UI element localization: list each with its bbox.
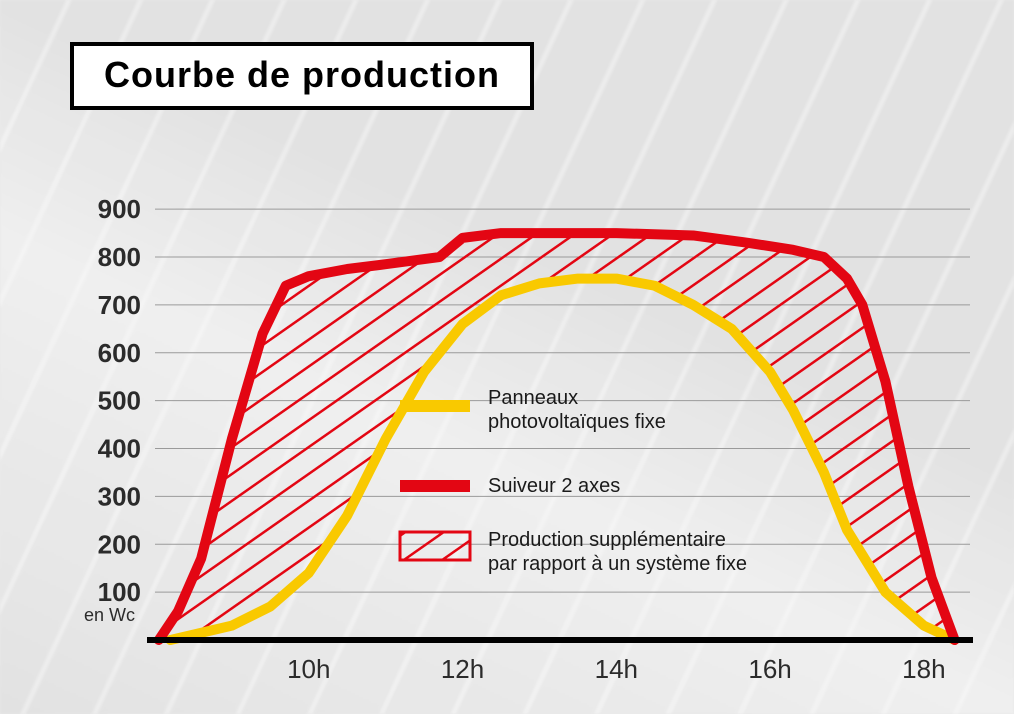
y-tick-label: 400 <box>98 434 141 464</box>
y-tick-label: 100 <box>98 577 141 607</box>
legend-swatch-fixed <box>400 400 470 412</box>
chart-title-box: Courbe de production <box>70 42 534 110</box>
x-tick-label: 12h <box>441 654 484 684</box>
x-tick-label: 10h <box>287 654 330 684</box>
y-tick-label: 900 <box>98 194 141 224</box>
legend-label-fixed: Panneaux <box>488 387 578 409</box>
y-tick-label: 700 <box>98 290 141 320</box>
y-tick-label: 300 <box>98 481 141 511</box>
y-axis-unit-label: en Wc <box>84 605 135 625</box>
legend-label-hatch: Production supplémentaire <box>488 529 726 551</box>
x-tick-label: 16h <box>748 654 791 684</box>
y-tick-label: 800 <box>98 242 141 272</box>
chart-title: Courbe de production <box>104 54 500 96</box>
legend-swatch-hatch <box>400 532 470 560</box>
y-tick-label: 500 <box>98 386 141 416</box>
x-tick-label: 14h <box>595 654 638 684</box>
y-tick-label: 200 <box>98 529 141 559</box>
legend-label-fixed: photovoltaïques fixe <box>488 411 666 433</box>
x-tick-label: 18h <box>902 654 945 684</box>
legend-swatch-tracker <box>400 480 470 492</box>
legend-label-tracker: Suiveur 2 axes <box>488 475 620 497</box>
legend-label-hatch: par rapport à un système fixe <box>488 553 747 575</box>
y-tick-label: 600 <box>98 338 141 368</box>
production-chart: 100 200 300 400 500 600 700 800 900 en Wc 10h 12h 14… <box>60 190 980 690</box>
